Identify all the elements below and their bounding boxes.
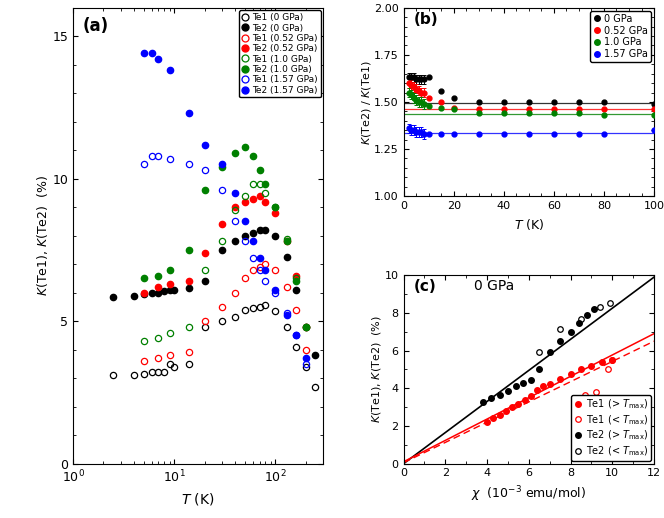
Text: (b): (b) [414, 11, 438, 26]
Y-axis label: $K$(Te1), $K$(Te2)  (%): $K$(Te1), $K$(Te2) (%) [35, 175, 50, 296]
Text: (c): (c) [414, 279, 436, 294]
Text: 0 GPa: 0 GPa [473, 279, 514, 293]
Y-axis label: $K$(Te2) / $K$(Te1): $K$(Te2) / $K$(Te1) [360, 59, 373, 145]
Y-axis label: $K$(Te1), $K$(Te2)  (%): $K$(Te1), $K$(Te2) (%) [371, 315, 383, 423]
X-axis label: $T$ (K): $T$ (K) [513, 217, 544, 232]
Legend: Te1 (> $T_\mathrm{max}$), Te1 (< $T_\mathrm{max}$), Te2 (> $T_\mathrm{max}$), Te: Te1 (> $T_\mathrm{max}$), Te1 (< $T_\mat… [571, 395, 651, 461]
X-axis label: $\chi$  (10$^{-3}$ emu/mol): $\chi$ (10$^{-3}$ emu/mol) [471, 484, 586, 503]
X-axis label: $T$ (K): $T$ (K) [181, 491, 215, 507]
Legend: 0 GPa, 0.52 GPa, 1.0 GPa, 1.57 GPa: 0 GPa, 0.52 GPa, 1.0 GPa, 1.57 GPa [590, 11, 651, 62]
Legend: Te1 (0 GPa), Te2 (0 GPa), Te1 (0.52 GPa), Te2 (0.52 GPa), Te1 (1.0 GPa), Te2 (1.: Te1 (0 GPa), Te2 (0 GPa), Te1 (0.52 GPa)… [239, 10, 321, 97]
Text: (a): (a) [83, 17, 109, 35]
